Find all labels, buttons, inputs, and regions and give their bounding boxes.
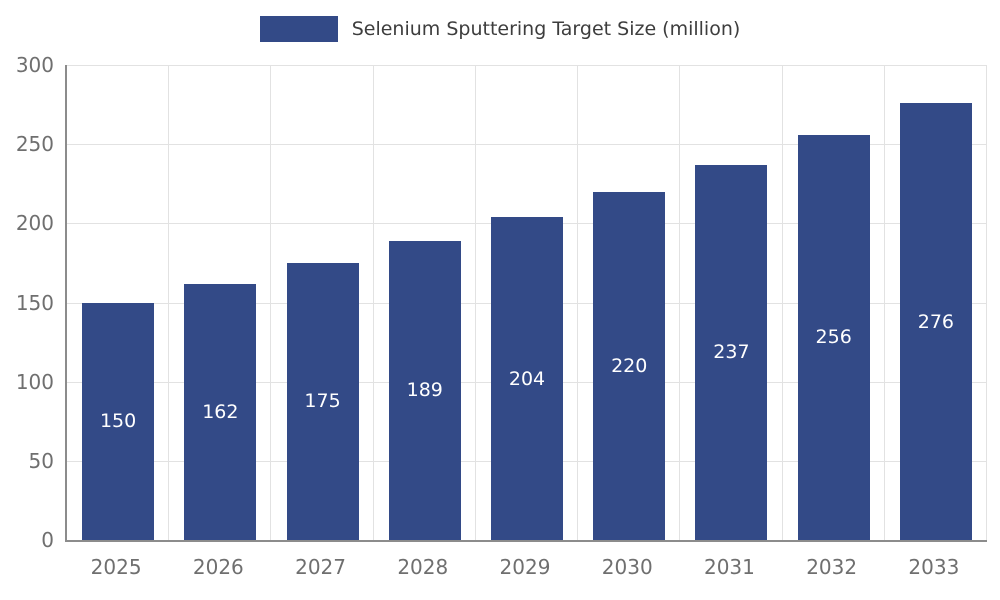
bar-value-label: 256 bbox=[815, 326, 852, 349]
bar: 276 bbox=[899, 103, 972, 540]
x-tick-label: 2025 bbox=[90, 555, 142, 579]
bar-value-label: 237 bbox=[713, 341, 750, 364]
bar: 256 bbox=[797, 134, 870, 540]
bar-value-label: 162 bbox=[202, 400, 239, 423]
y-gridline bbox=[67, 144, 987, 146]
bar: 150 bbox=[82, 302, 155, 540]
y-tick-label: 200 bbox=[15, 211, 54, 236]
y-tick-label: 250 bbox=[15, 132, 54, 157]
bar-value-label: 189 bbox=[406, 379, 443, 402]
bar: 237 bbox=[695, 164, 768, 540]
x-tick-label: 2028 bbox=[397, 555, 449, 579]
legend-label: Selenium Sputtering Target Size (million… bbox=[351, 18, 741, 40]
x-tick-label: 2032 bbox=[806, 555, 858, 579]
x-gridline bbox=[168, 65, 170, 540]
x-gridline bbox=[679, 65, 681, 540]
x-tick-label: 2026 bbox=[192, 555, 244, 579]
bar-value-label: 276 bbox=[917, 310, 954, 333]
x-gridline bbox=[577, 65, 579, 540]
x-gridline bbox=[372, 65, 374, 540]
x-tick-label: 2031 bbox=[703, 555, 755, 579]
bar-value-label: 150 bbox=[99, 410, 137, 433]
y-tick-label: 50 bbox=[28, 448, 54, 473]
x-tick-label: 2027 bbox=[295, 555, 346, 579]
x-gridline bbox=[270, 65, 272, 540]
y-gridline bbox=[67, 65, 987, 66]
bar: 189 bbox=[388, 240, 461, 540]
y-tick-label: 100 bbox=[15, 369, 54, 394]
x-gridline bbox=[883, 65, 885, 540]
plot-area: 150 162 175 189 204 220 237 256 276 bbox=[65, 65, 987, 542]
bar: 204 bbox=[491, 217, 563, 540]
y-tick-label: 300 bbox=[15, 53, 54, 77]
y-tick-label: 0 bbox=[41, 528, 54, 552]
x-gridline bbox=[474, 65, 476, 540]
x-tick-label: 2030 bbox=[601, 555, 653, 579]
y-tick-label: 150 bbox=[15, 290, 54, 315]
bar: 220 bbox=[593, 191, 666, 540]
legend: Selenium Sputtering Target Size (million… bbox=[0, 16, 1000, 42]
bar-value-label: 220 bbox=[611, 354, 648, 377]
x-gridline bbox=[986, 65, 987, 540]
bar: 175 bbox=[286, 262, 359, 540]
legend-swatch bbox=[259, 16, 338, 42]
bar: 162 bbox=[184, 283, 257, 540]
x-gridline bbox=[781, 65, 783, 540]
x-tick-label: 2029 bbox=[499, 555, 551, 579]
bar-value-label: 204 bbox=[508, 367, 546, 390]
x-tick-label: 2033 bbox=[908, 555, 960, 579]
bar-value-label: 175 bbox=[304, 390, 341, 413]
